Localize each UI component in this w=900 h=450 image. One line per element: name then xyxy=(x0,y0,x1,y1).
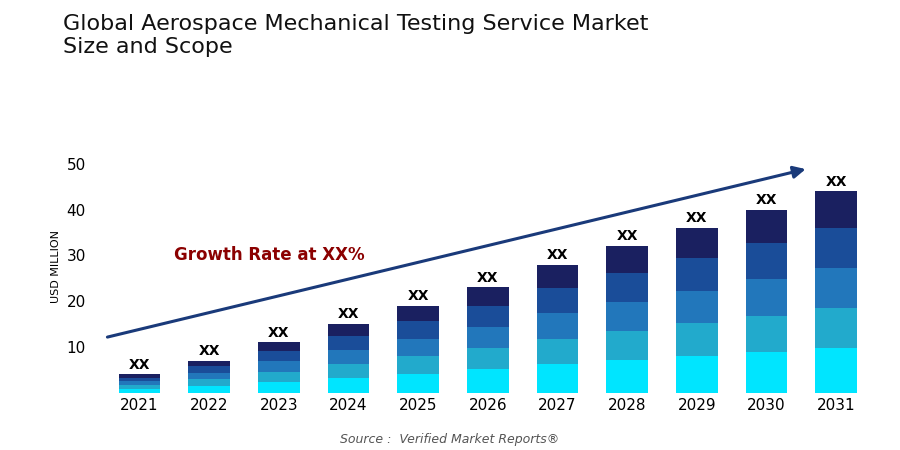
Bar xyxy=(536,288,579,313)
Bar xyxy=(467,348,508,369)
Text: XX: XX xyxy=(477,270,499,285)
Bar xyxy=(815,308,857,348)
Bar xyxy=(815,348,857,393)
Bar xyxy=(676,291,718,324)
Bar xyxy=(746,279,788,316)
Text: XX: XX xyxy=(199,344,220,358)
Bar xyxy=(746,316,788,352)
Text: XX: XX xyxy=(268,325,290,340)
Bar xyxy=(607,331,648,360)
Bar xyxy=(188,373,230,379)
Bar xyxy=(258,351,300,361)
Bar xyxy=(536,339,579,365)
Bar xyxy=(536,313,579,339)
Bar xyxy=(815,268,857,308)
Bar xyxy=(188,360,230,366)
Bar xyxy=(328,350,370,364)
Bar xyxy=(676,356,718,393)
Bar xyxy=(815,228,857,268)
Bar xyxy=(746,210,788,243)
Text: Growth Rate at XX%: Growth Rate at XX% xyxy=(175,247,365,265)
Text: XX: XX xyxy=(616,230,638,243)
Bar xyxy=(328,324,370,336)
Bar xyxy=(676,257,718,291)
Bar xyxy=(328,364,370,378)
Text: XX: XX xyxy=(547,248,568,262)
Bar xyxy=(467,328,508,348)
Bar xyxy=(536,265,579,288)
Bar xyxy=(467,306,508,328)
Bar xyxy=(258,361,300,372)
Bar xyxy=(676,228,718,257)
Bar xyxy=(467,288,508,306)
Bar xyxy=(467,369,508,393)
Bar xyxy=(607,302,648,331)
Bar xyxy=(258,382,300,393)
Bar xyxy=(746,243,788,279)
Bar xyxy=(119,381,160,385)
Bar xyxy=(397,374,439,393)
Text: XX: XX xyxy=(686,211,707,225)
Bar xyxy=(397,339,439,356)
Text: XX: XX xyxy=(129,358,150,372)
Text: XX: XX xyxy=(338,307,359,321)
Text: Source :  Verified Market Reports®: Source : Verified Market Reports® xyxy=(340,432,560,446)
Bar xyxy=(328,378,370,393)
Bar xyxy=(397,306,439,321)
Bar xyxy=(119,389,160,393)
Bar xyxy=(188,386,230,393)
Bar xyxy=(258,342,300,351)
Bar xyxy=(397,321,439,339)
Bar xyxy=(607,273,648,302)
Bar xyxy=(397,356,439,373)
Bar xyxy=(536,364,579,393)
Bar xyxy=(188,379,230,386)
Bar xyxy=(188,366,230,373)
Bar xyxy=(676,324,718,356)
Bar xyxy=(258,372,300,382)
Text: XX: XX xyxy=(756,193,778,207)
Bar xyxy=(607,246,648,273)
Bar xyxy=(119,374,160,378)
Text: XX: XX xyxy=(408,289,429,303)
Y-axis label: USD MILLION: USD MILLION xyxy=(51,230,61,303)
Text: XX: XX xyxy=(825,175,847,189)
Bar xyxy=(815,191,857,228)
Bar xyxy=(746,352,788,393)
Bar xyxy=(119,385,160,389)
Bar xyxy=(607,360,648,393)
Bar xyxy=(328,336,370,350)
Text: Global Aerospace Mechanical Testing Service Market
Size and Scope: Global Aerospace Mechanical Testing Serv… xyxy=(63,14,648,57)
Bar xyxy=(119,378,160,381)
